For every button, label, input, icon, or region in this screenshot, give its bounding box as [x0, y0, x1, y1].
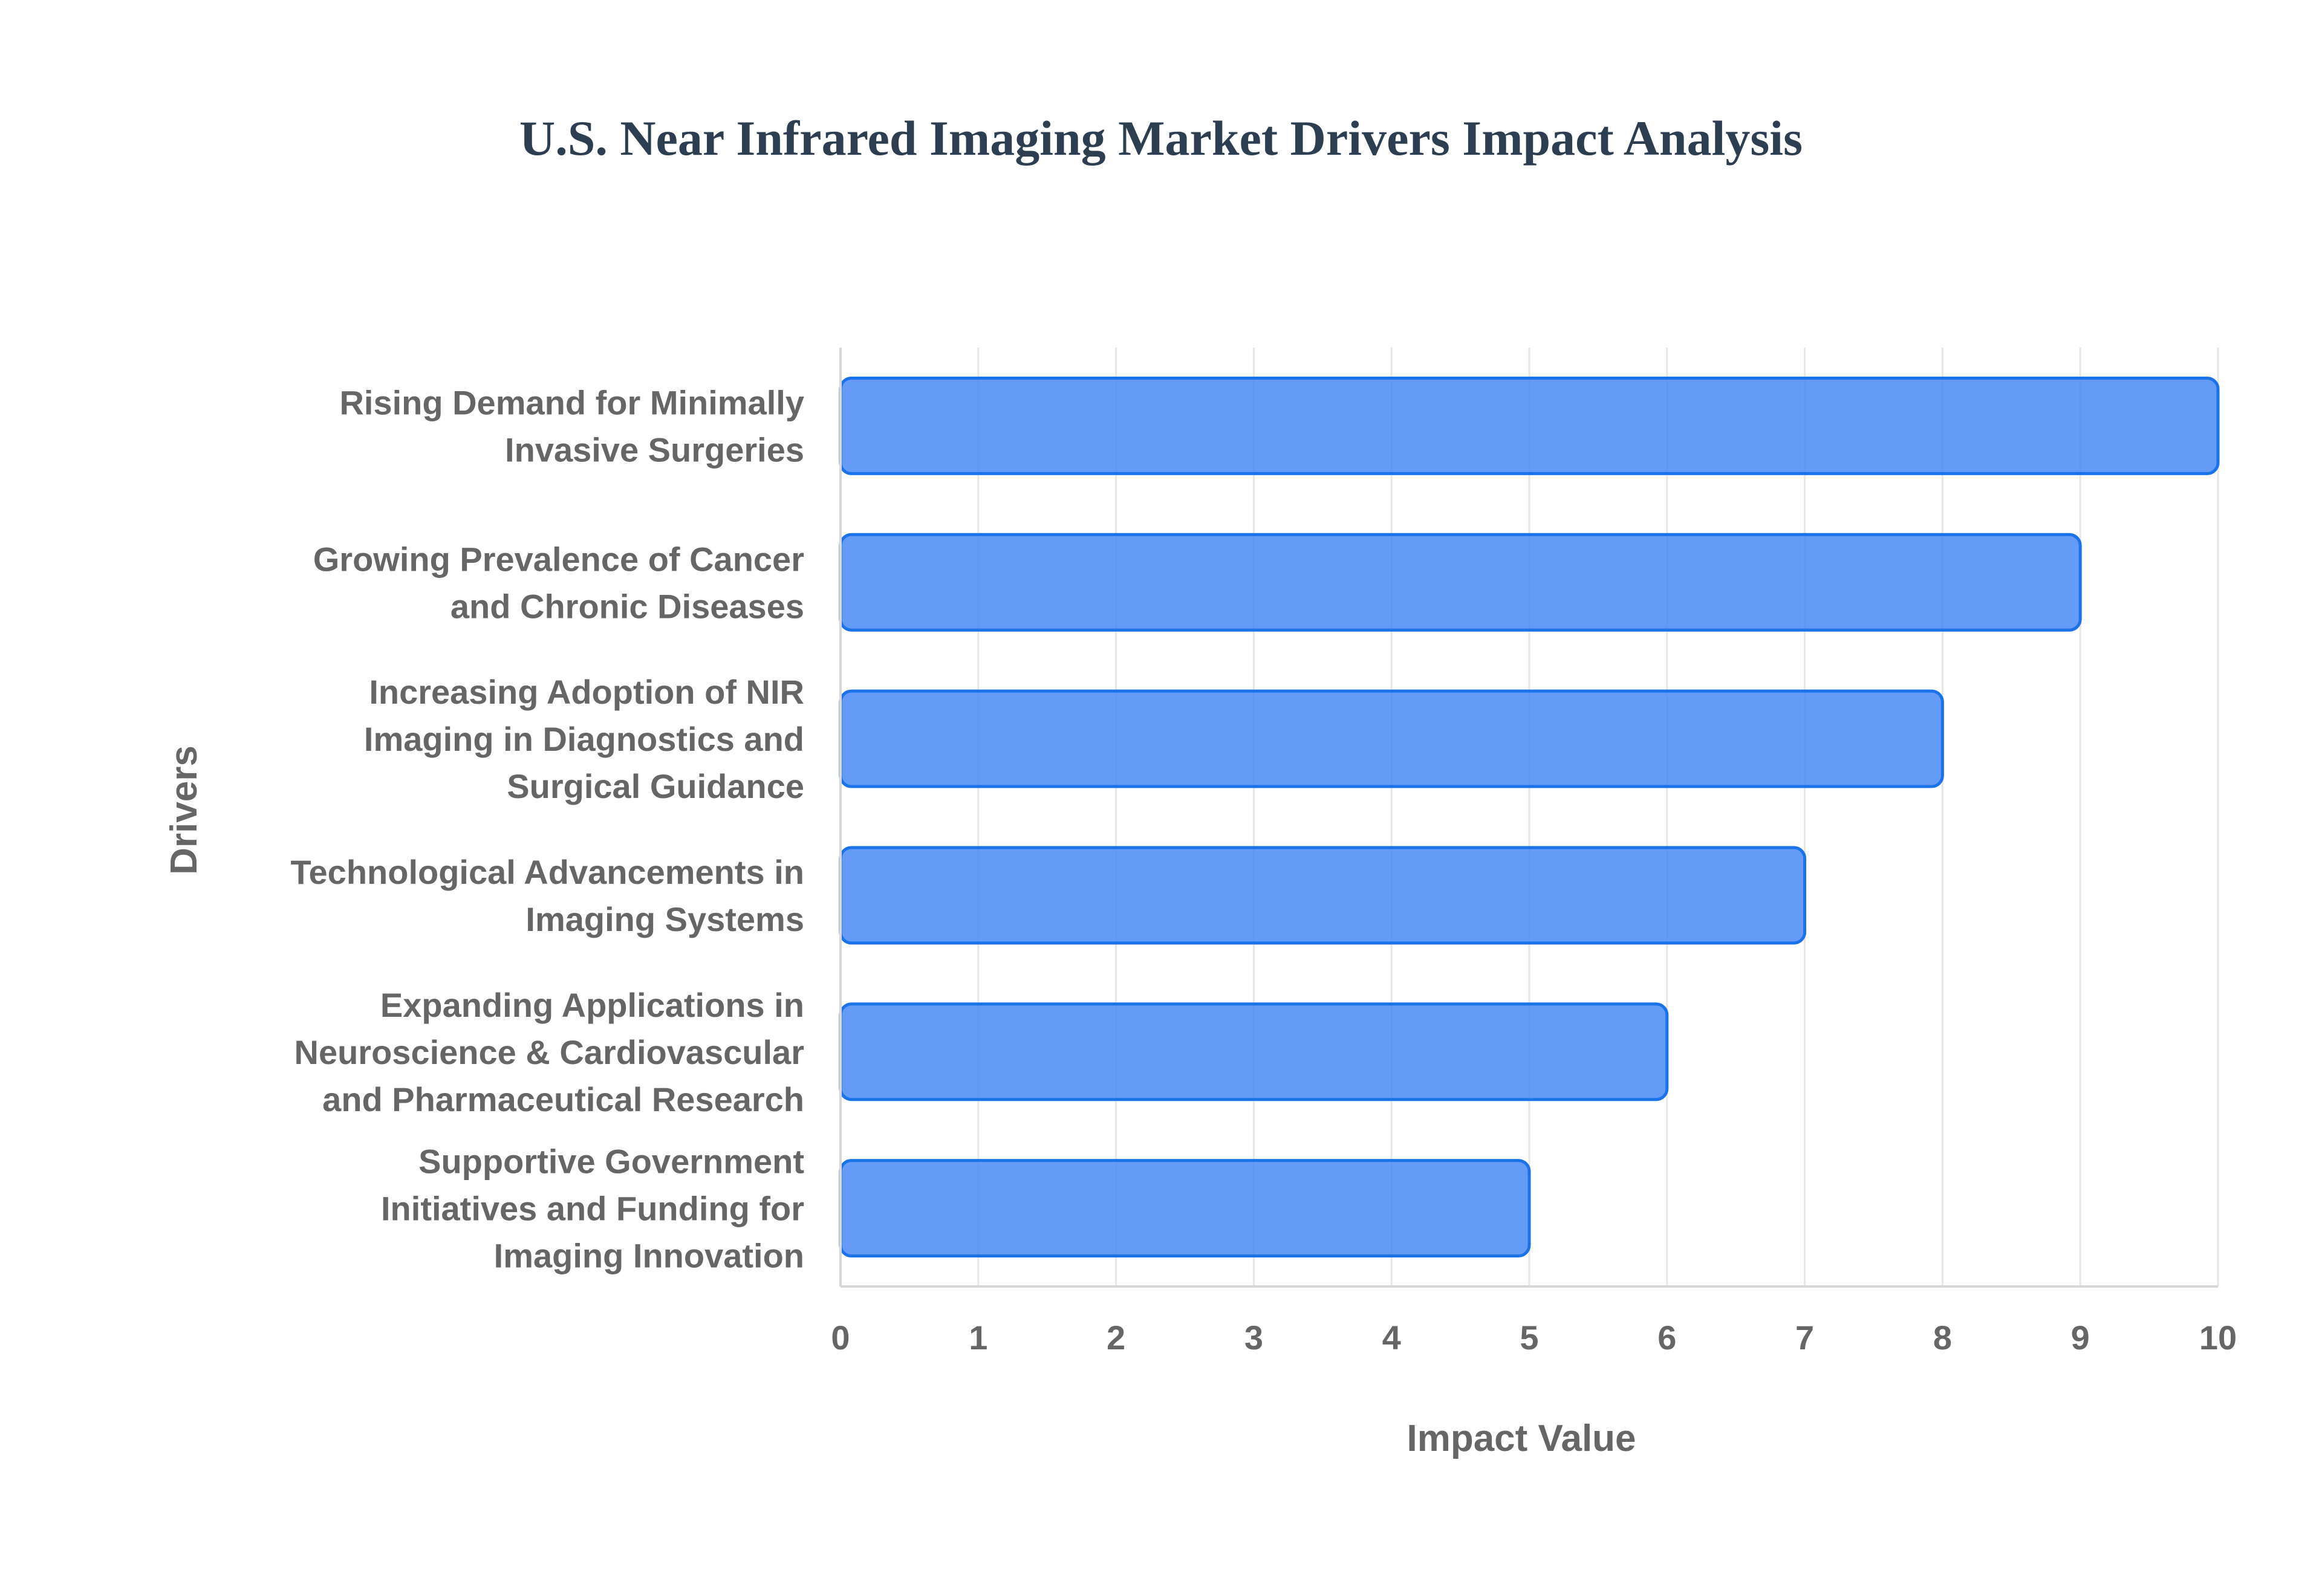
- bar: [839, 689, 1944, 788]
- bar: [839, 1002, 1669, 1101]
- x-tick-label: 6: [1657, 1319, 1676, 1357]
- x-tick-label: 9: [2071, 1319, 2090, 1357]
- x-tick-label: 5: [1520, 1319, 1538, 1357]
- x-tick-label: 8: [1933, 1319, 1952, 1357]
- axis-layer: [839, 348, 2218, 1288]
- y-axis-title: Drivers: [163, 745, 205, 875]
- x-tick-label: 7: [1795, 1319, 1814, 1357]
- x-axis-title: Impact Value: [1407, 1418, 1636, 1459]
- chart-title: U.S. Near Infrared Imaging Market Driver…: [519, 111, 1803, 166]
- bar: [839, 533, 2082, 632]
- category-label: Expanding Applications in Neuroscience & …: [294, 986, 804, 1118]
- x-tick-label: 2: [1107, 1319, 1125, 1357]
- x-tick-labels: 0 1 2 3 4 5 6 7 8 9 10: [831, 1319, 2237, 1357]
- category-label: Technological Advancements in Imaging Sys…: [290, 853, 804, 938]
- category-label: Supportive Government Initiatives and Fun…: [381, 1143, 804, 1275]
- bar: [839, 1159, 1531, 1258]
- y-category-labels: Rising Demand for Minimally Invasive Surg…: [290, 383, 804, 1274]
- bar: [839, 846, 1807, 945]
- bar: [839, 376, 2220, 475]
- x-tick-label: 10: [2199, 1319, 2237, 1357]
- grid-layer: [977, 348, 2219, 1286]
- category-label: Growing Prevalence of Cancer and Chronic …: [313, 540, 804, 625]
- x-tick-label: 0: [831, 1319, 850, 1357]
- x-tick-label: 1: [969, 1319, 987, 1357]
- category-label: Rising Demand for Minimally Invasive Surg…: [339, 383, 804, 469]
- bars-layer: [839, 376, 2220, 1258]
- x-tick-label: 4: [1382, 1319, 1401, 1357]
- x-tick-label: 3: [1244, 1319, 1263, 1357]
- category-label: Increasing Adoption of NIR Imaging in Dia…: [364, 673, 804, 805]
